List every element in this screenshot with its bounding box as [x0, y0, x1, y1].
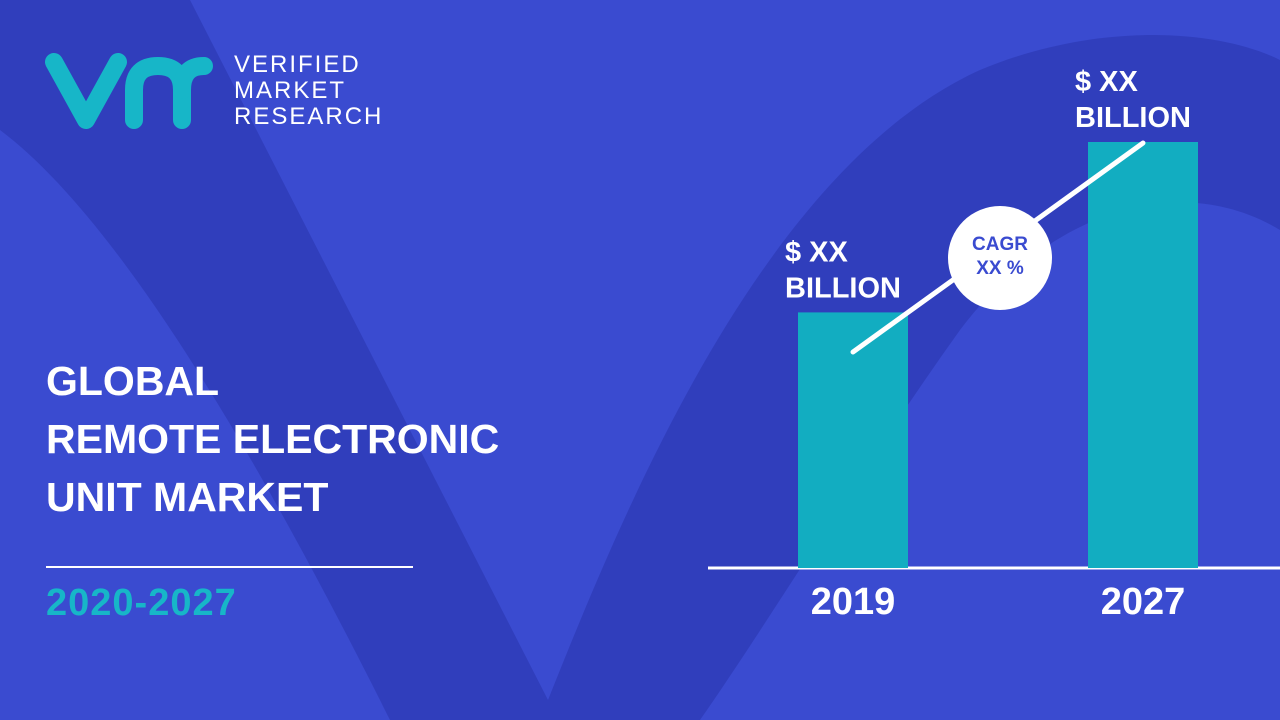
- bar-2027: [1088, 142, 1198, 568]
- cagr-label-line-2: XX %: [976, 258, 1024, 279]
- brand-line-2: MARKET: [234, 77, 347, 104]
- cagr-badge: [948, 206, 1052, 310]
- value-label-2019-line-1: $ XX: [785, 236, 849, 268]
- value-label-2019-line-2: BILLION: [785, 272, 901, 304]
- title-line-3: UNIT MARKET: [46, 474, 329, 520]
- value-label-2027-line-2: BILLION: [1075, 102, 1191, 134]
- vmr-monogram-icon: [45, 53, 213, 129]
- page-title: GLOBAL REMOTE ELECTRONIC UNIT MARKET: [46, 352, 499, 526]
- category-label-2027: 2027: [1101, 581, 1186, 623]
- brand-line-1: VERIFIED: [234, 51, 361, 78]
- brand-line-3: RESEARCH: [234, 103, 384, 130]
- logo: [45, 53, 213, 129]
- forecast-period: 2020-2027: [46, 582, 237, 624]
- cagr-label-line-1: CAGR: [972, 234, 1028, 255]
- title-line-1: GLOBAL: [46, 358, 220, 404]
- value-label-2027-line-1: $ XX: [1075, 66, 1139, 98]
- bar-2019: [798, 312, 908, 568]
- title-line-2: REMOTE ELECTRONIC: [46, 416, 500, 462]
- brand-name: VERIFIED MARKET RESEARCH: [234, 52, 383, 130]
- category-label-2019: 2019: [811, 581, 896, 623]
- title-divider: [46, 566, 413, 568]
